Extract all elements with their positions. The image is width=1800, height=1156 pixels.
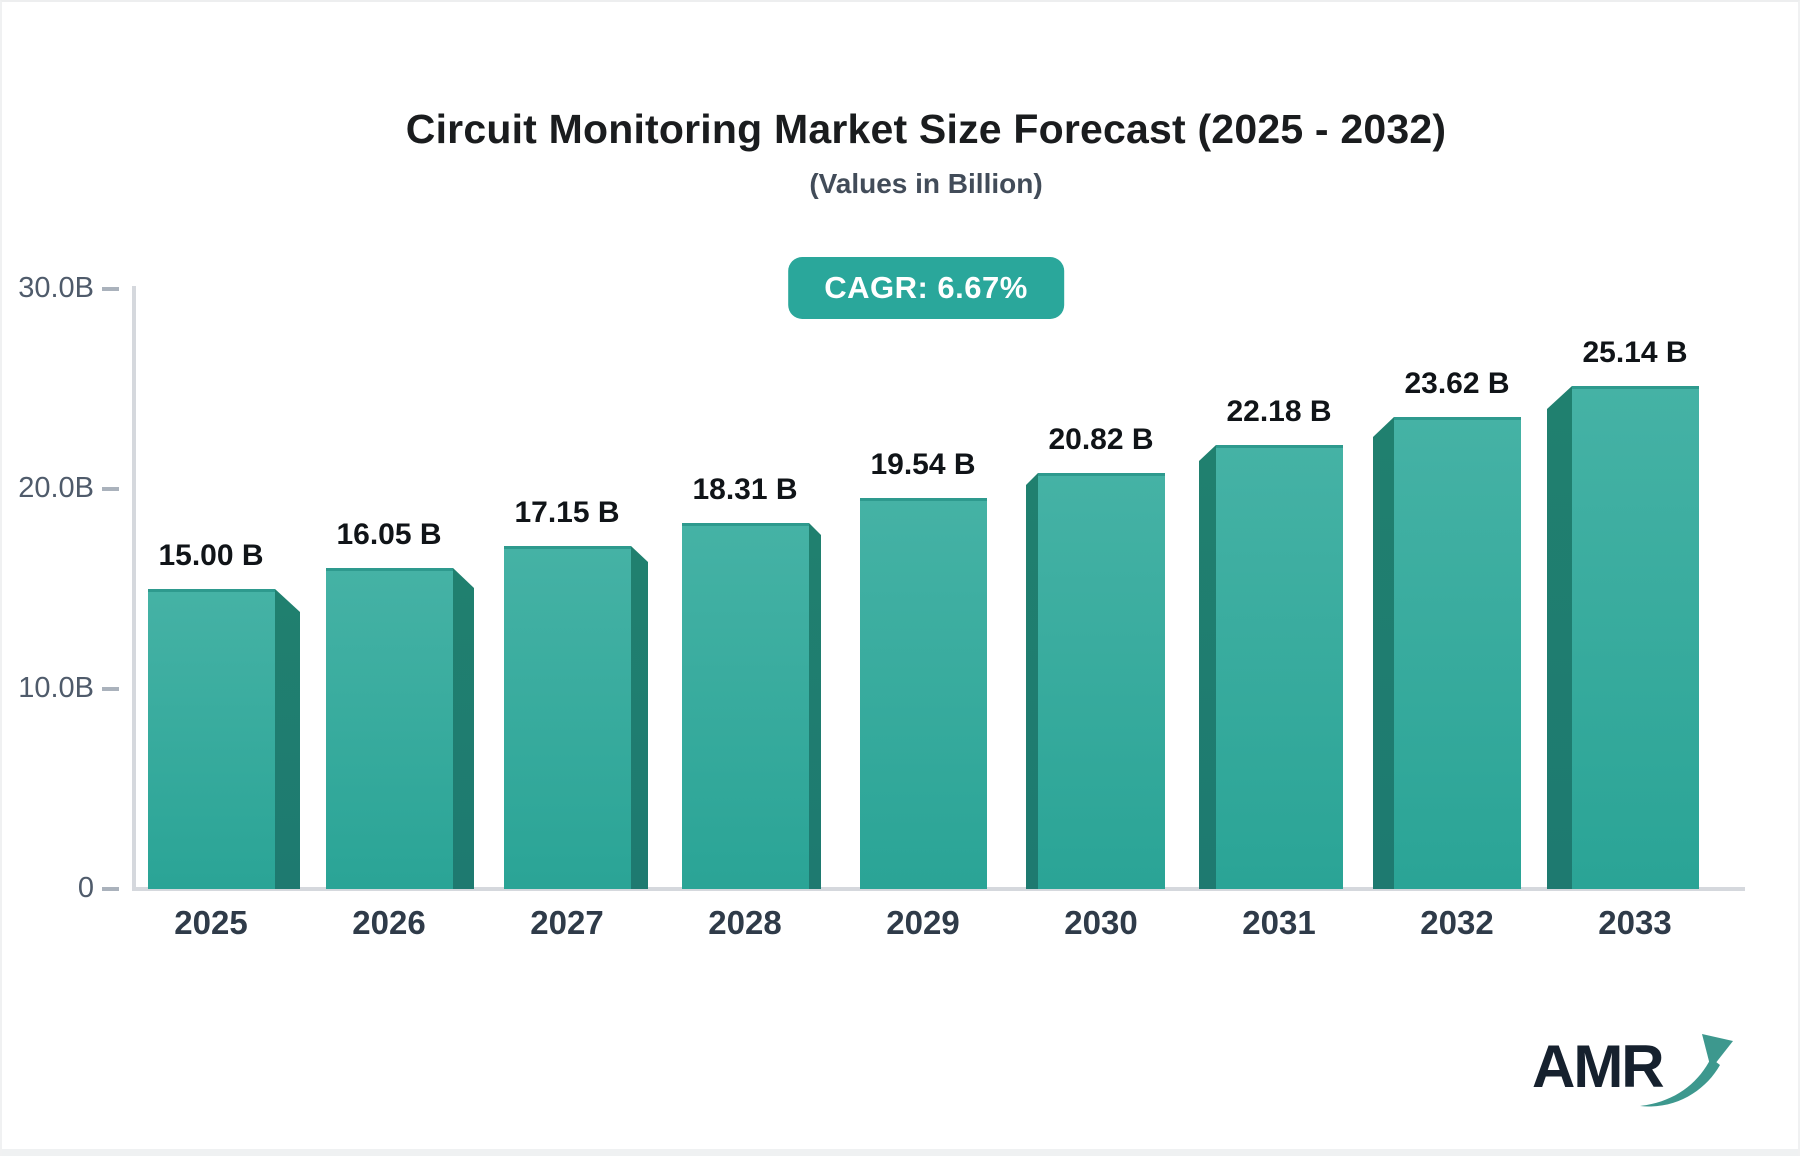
bar-2032 bbox=[1394, 417, 1521, 889]
x-tick-label: 2033 bbox=[1598, 904, 1672, 941]
y-tick-mark bbox=[102, 287, 119, 291]
bar-side-face bbox=[453, 568, 474, 889]
bar-2028 bbox=[682, 523, 809, 889]
bar-value-label: 15.00 B bbox=[158, 539, 264, 572]
x-tick-label: 2029 bbox=[886, 904, 960, 941]
bar-side-face bbox=[275, 589, 300, 889]
bar-value-label: 16.05 B bbox=[336, 518, 442, 551]
y-tick-mark bbox=[102, 887, 119, 891]
bar-value-label: 25.14 B bbox=[1582, 336, 1688, 369]
bar-2029 bbox=[860, 498, 987, 889]
bar-2026 bbox=[326, 568, 453, 889]
x-tick-label: 2032 bbox=[1420, 904, 1494, 941]
x-tick-label: 2026 bbox=[352, 904, 426, 941]
chart-title: Circuit Monitoring Market Size Forecast … bbox=[405, 106, 1447, 152]
growth-arrow-icon bbox=[1640, 1034, 1733, 1107]
bar-side-face bbox=[1373, 417, 1394, 889]
x-axis-line bbox=[132, 887, 1745, 891]
chart-subtitle: (Values in Billion) bbox=[809, 168, 1043, 199]
y-tick-label: 0 bbox=[77, 872, 94, 904]
bar-value-label: 18.31 B bbox=[692, 473, 798, 506]
page-bottom-edge bbox=[2, 1149, 1798, 1156]
y-tick-label: 30.0B bbox=[18, 272, 94, 304]
bar-side-face bbox=[1199, 445, 1216, 889]
bar-side-face bbox=[1547, 386, 1572, 889]
bar-value-label: 22.18 B bbox=[1226, 395, 1332, 428]
bar-2030 bbox=[1038, 473, 1165, 889]
amr-logo-text: AMR bbox=[1532, 1033, 1665, 1100]
bar-2025 bbox=[148, 589, 275, 889]
bar-side-face bbox=[631, 546, 648, 889]
bar-2027 bbox=[504, 546, 631, 889]
x-tick-label: 2027 bbox=[530, 904, 604, 941]
bar-value-label: 19.54 B bbox=[870, 448, 976, 481]
bar-2031 bbox=[1216, 445, 1343, 889]
bar-side-face bbox=[1026, 473, 1038, 889]
y-tick-mark bbox=[102, 687, 119, 691]
y-axis-line bbox=[132, 286, 136, 890]
x-tick-label: 2031 bbox=[1242, 904, 1316, 941]
bar-side-face bbox=[809, 523, 821, 889]
x-tick-label: 2025 bbox=[174, 904, 248, 941]
bar-value-label: 17.15 B bbox=[514, 496, 620, 529]
bar-2033 bbox=[1572, 386, 1699, 889]
x-tick-label: 2028 bbox=[708, 904, 782, 941]
amr-logo: AMR bbox=[1532, 1032, 1733, 1122]
bar-value-label: 20.82 B bbox=[1048, 423, 1154, 456]
x-tick-label: 2030 bbox=[1064, 904, 1138, 941]
cagr-badge: CAGR: 6.67% bbox=[788, 257, 1064, 319]
y-tick-label: 20.0B bbox=[18, 472, 94, 504]
y-tick-label: 10.0B bbox=[18, 672, 94, 704]
y-tick-mark bbox=[102, 487, 119, 491]
bar-value-label: 23.62 B bbox=[1404, 367, 1510, 400]
